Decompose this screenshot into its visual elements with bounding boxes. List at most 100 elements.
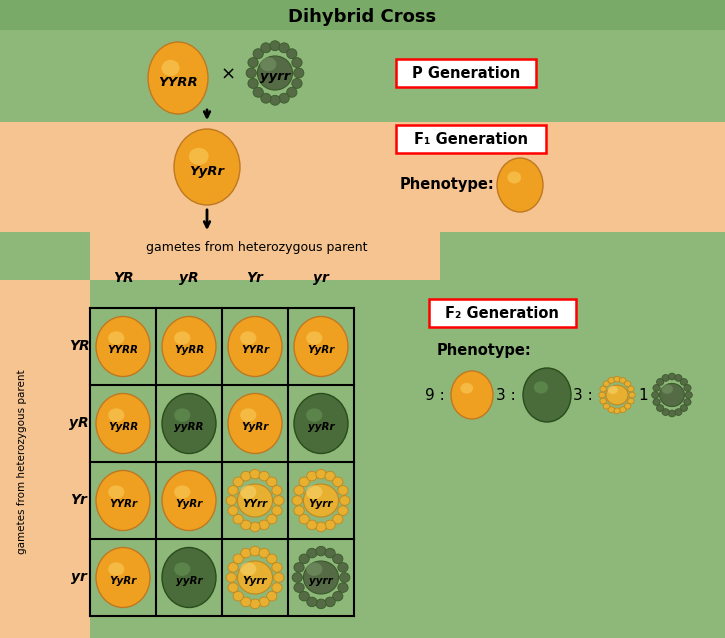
Ellipse shape: [614, 408, 620, 413]
Ellipse shape: [608, 378, 615, 383]
Bar: [0, 122, 725, 232]
Ellipse shape: [267, 591, 277, 601]
Ellipse shape: [261, 93, 271, 103]
Ellipse shape: [162, 470, 216, 531]
Ellipse shape: [668, 373, 676, 380]
Text: Yr: Yr: [247, 271, 263, 285]
Ellipse shape: [174, 486, 191, 499]
Ellipse shape: [272, 486, 282, 495]
Text: 9 :: 9 :: [425, 387, 445, 403]
Ellipse shape: [226, 573, 236, 582]
Ellipse shape: [684, 385, 691, 391]
Ellipse shape: [250, 599, 260, 609]
Text: F₁ Generation: F₁ Generation: [414, 131, 528, 147]
Text: yyrr: yyrr: [260, 70, 290, 83]
Ellipse shape: [233, 477, 244, 487]
Text: yyRr: yyRr: [175, 576, 202, 586]
Ellipse shape: [241, 471, 251, 481]
Ellipse shape: [294, 68, 304, 78]
Bar: [156, 462, 222, 539]
Ellipse shape: [272, 582, 282, 593]
Bar: [0, 280, 90, 638]
Ellipse shape: [333, 591, 343, 601]
Ellipse shape: [600, 398, 606, 404]
Bar: [90, 232, 440, 282]
Ellipse shape: [253, 87, 263, 97]
Ellipse shape: [675, 375, 682, 382]
Ellipse shape: [653, 385, 660, 391]
Ellipse shape: [614, 376, 620, 382]
Ellipse shape: [96, 470, 150, 531]
Ellipse shape: [294, 486, 304, 495]
Text: Yr: Yr: [70, 494, 88, 507]
Ellipse shape: [238, 484, 273, 517]
Text: YYrr: YYrr: [242, 499, 268, 509]
Text: YyRr: YyRr: [241, 422, 269, 432]
Ellipse shape: [316, 599, 326, 609]
Ellipse shape: [241, 548, 251, 558]
Ellipse shape: [680, 404, 687, 412]
Ellipse shape: [606, 385, 628, 405]
Ellipse shape: [162, 316, 216, 376]
Ellipse shape: [96, 316, 150, 376]
Ellipse shape: [162, 547, 216, 607]
Bar: [156, 539, 222, 616]
Bar: [222, 308, 288, 385]
Ellipse shape: [325, 597, 335, 607]
Ellipse shape: [628, 386, 634, 392]
FancyBboxPatch shape: [396, 125, 546, 153]
Ellipse shape: [624, 403, 631, 409]
Ellipse shape: [451, 371, 493, 419]
Ellipse shape: [246, 68, 257, 78]
Text: YR: YR: [112, 271, 133, 285]
Ellipse shape: [619, 407, 626, 413]
Bar: [156, 308, 222, 385]
Ellipse shape: [339, 573, 350, 582]
Ellipse shape: [292, 496, 302, 505]
Ellipse shape: [299, 477, 310, 487]
Text: gametes from heterozygous parent: gametes from heterozygous parent: [146, 241, 368, 253]
Text: Phenotype:: Phenotype:: [400, 177, 494, 193]
Ellipse shape: [534, 382, 548, 394]
Ellipse shape: [286, 87, 297, 97]
Ellipse shape: [316, 546, 326, 556]
Ellipse shape: [599, 392, 605, 398]
Text: YR: YR: [69, 339, 89, 353]
Ellipse shape: [603, 403, 610, 409]
Ellipse shape: [259, 548, 269, 558]
Ellipse shape: [294, 563, 304, 572]
Ellipse shape: [259, 520, 269, 530]
Ellipse shape: [629, 392, 635, 398]
Ellipse shape: [628, 398, 634, 404]
Ellipse shape: [259, 471, 269, 481]
Ellipse shape: [226, 496, 236, 505]
Ellipse shape: [261, 43, 271, 53]
Ellipse shape: [660, 383, 684, 406]
Ellipse shape: [260, 57, 276, 71]
Ellipse shape: [668, 410, 676, 417]
Bar: [156, 385, 222, 462]
Ellipse shape: [338, 563, 348, 572]
Ellipse shape: [460, 383, 473, 394]
Ellipse shape: [273, 573, 284, 582]
Ellipse shape: [257, 56, 293, 90]
Ellipse shape: [279, 43, 289, 53]
Ellipse shape: [661, 384, 673, 394]
Ellipse shape: [162, 394, 216, 454]
Ellipse shape: [292, 57, 302, 68]
Ellipse shape: [270, 95, 280, 105]
Ellipse shape: [273, 496, 284, 505]
Ellipse shape: [162, 60, 180, 76]
Ellipse shape: [240, 331, 257, 345]
Text: YYRr: YYRr: [241, 345, 269, 355]
Ellipse shape: [657, 378, 664, 385]
Bar: [0, 0, 725, 30]
Ellipse shape: [608, 407, 615, 413]
Ellipse shape: [675, 409, 682, 415]
Ellipse shape: [228, 394, 282, 454]
Ellipse shape: [259, 597, 269, 607]
Ellipse shape: [304, 561, 339, 594]
Ellipse shape: [108, 562, 125, 576]
Ellipse shape: [294, 506, 304, 516]
Bar: [288, 308, 354, 385]
